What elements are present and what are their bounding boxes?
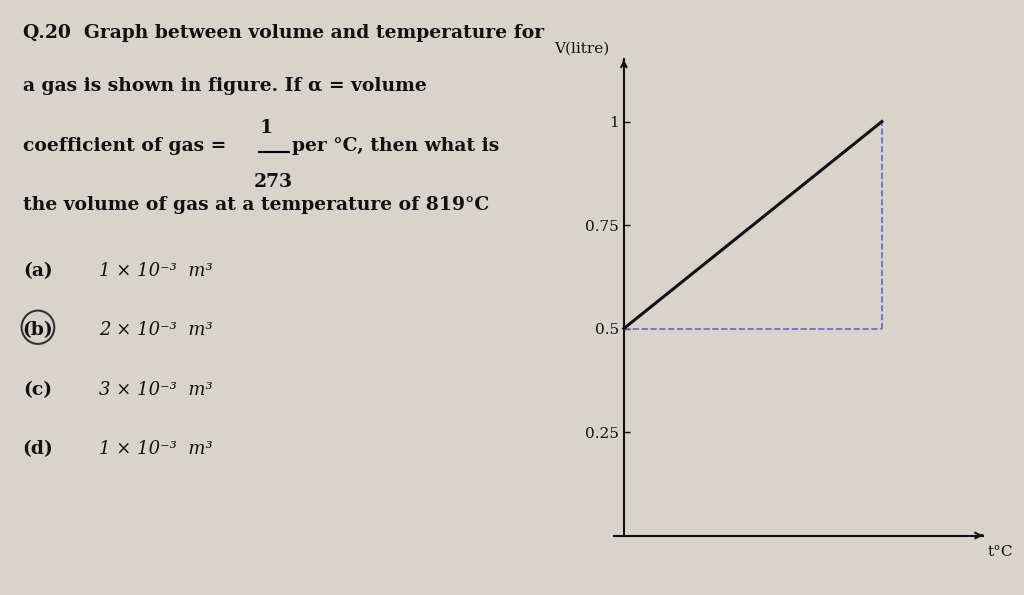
Text: per °C, then what is: per °C, then what is [292, 137, 499, 155]
Text: 1 × 10⁻³  m³: 1 × 10⁻³ m³ [99, 440, 213, 458]
Text: (d): (d) [23, 440, 53, 458]
Text: 3 × 10⁻³  m³: 3 × 10⁻³ m³ [99, 381, 213, 399]
Text: 1: 1 [260, 119, 272, 137]
Text: 2 × 10⁻³  m³: 2 × 10⁻³ m³ [99, 321, 213, 339]
Text: 1 × 10⁻³  m³: 1 × 10⁻³ m³ [99, 262, 213, 280]
Text: (c): (c) [24, 381, 52, 399]
Text: a gas is shown in figure. If α = volume: a gas is shown in figure. If α = volume [24, 77, 427, 95]
Text: coefficient of gas =: coefficient of gas = [24, 137, 226, 155]
Text: Q.20  Graph between volume and temperature for: Q.20 Graph between volume and temperatur… [24, 24, 545, 42]
Text: (b): (b) [23, 321, 53, 339]
Text: V(litre): V(litre) [554, 42, 609, 55]
Text: (a): (a) [24, 262, 53, 280]
Text: t°C: t°C [988, 545, 1014, 559]
Text: the volume of gas at a temperature of 819°C: the volume of gas at a temperature of 81… [24, 196, 489, 214]
Text: 273: 273 [254, 173, 293, 190]
